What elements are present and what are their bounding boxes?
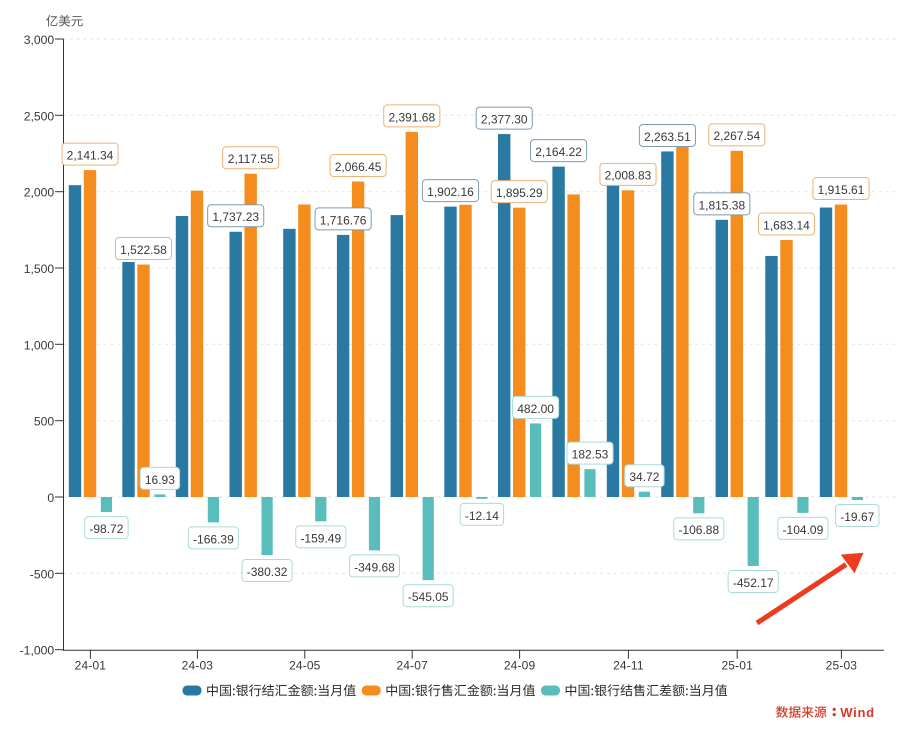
svg-text:-452.17: -452.17: [733, 576, 774, 590]
svg-text:2,267.54: 2,267.54: [713, 129, 760, 143]
svg-text:2,117.55: 2,117.55: [228, 152, 274, 166]
svg-text:2,263.51: 2,263.51: [644, 130, 691, 144]
svg-text:1,500: 1,500: [24, 262, 55, 276]
svg-text:1,716.76: 1,716.76: [320, 213, 367, 227]
svg-text:2,500: 2,500: [24, 109, 55, 123]
svg-text:-349.68: -349.68: [354, 560, 395, 574]
svg-text:24-07: 24-07: [396, 659, 428, 673]
svg-text:25-03: 25-03: [826, 659, 858, 673]
svg-text:3,000: 3,000: [24, 33, 55, 47]
svg-text:2,377.30: 2,377.30: [481, 112, 528, 126]
svg-text:2,164.22: 2,164.22: [535, 145, 582, 159]
svg-text:0: 0: [47, 491, 54, 505]
svg-text:16.93: 16.93: [145, 473, 175, 487]
svg-text:-159.49: -159.49: [300, 531, 341, 545]
svg-text:-545.05: -545.05: [408, 590, 449, 604]
svg-text:1,815.38: 1,815.38: [698, 198, 745, 212]
svg-text:-166.39: -166.39: [193, 532, 234, 546]
svg-text:2,008.83: 2,008.83: [605, 169, 652, 183]
svg-text:1,000: 1,000: [24, 338, 55, 352]
svg-text:1,902.16: 1,902.16: [427, 185, 474, 199]
svg-text:24-03: 24-03: [182, 659, 214, 673]
svg-text:-19.67: -19.67: [840, 510, 874, 524]
svg-text:24-09: 24-09: [504, 659, 536, 673]
svg-text:1,895.29: 1,895.29: [496, 186, 543, 200]
svg-text:2,000: 2,000: [24, 186, 55, 200]
svg-text:-1,000: -1,000: [20, 644, 55, 658]
svg-text:2,066.45: 2,066.45: [335, 160, 382, 174]
svg-text:-380.32: -380.32: [247, 565, 288, 579]
svg-text:Wind: Wind: [840, 705, 875, 720]
svg-text:2,141.34: 2,141.34: [67, 148, 114, 162]
svg-text:24-01: 24-01: [75, 659, 107, 673]
svg-text:-500: -500: [30, 567, 55, 581]
svg-text:-106.88: -106.88: [678, 523, 719, 537]
svg-text:482.00: 482.00: [517, 402, 554, 416]
svg-text:1,683.14: 1,683.14: [763, 218, 810, 232]
svg-text:34.72: 34.72: [629, 470, 659, 484]
svg-text:-104.09: -104.09: [783, 523, 824, 537]
svg-text:2,391.68: 2,391.68: [388, 110, 435, 124]
svg-text:1,915.61: 1,915.61: [818, 183, 865, 197]
svg-text:1,522.58: 1,522.58: [120, 243, 167, 257]
svg-text:24-05: 24-05: [289, 659, 321, 673]
svg-text:-12.14: -12.14: [465, 509, 499, 523]
svg-text:1,737.23: 1,737.23: [212, 210, 259, 224]
svg-text:25-01: 25-01: [721, 659, 753, 673]
svg-text:500: 500: [34, 415, 55, 429]
svg-text:24-11: 24-11: [613, 659, 644, 673]
svg-text:182.53: 182.53: [572, 448, 609, 462]
svg-text:-98.72: -98.72: [89, 522, 123, 536]
